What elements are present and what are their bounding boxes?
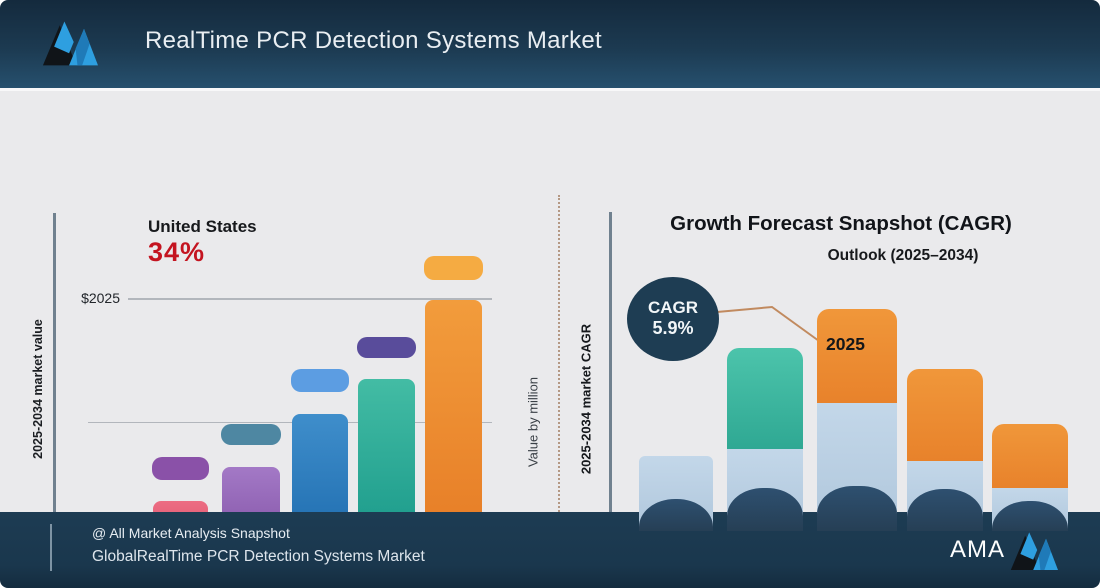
left-chart-highlight-value: 34% <box>148 237 206 267</box>
content-area: 2025-2034 market value United States 34%… <box>0 88 1100 575</box>
right-bar-2027 <box>992 424 1068 531</box>
callout-year-label: 2025 <box>826 334 865 354</box>
footer-brand-text: AMA <box>950 536 1006 563</box>
cagr-badge-value: 5.9% <box>652 318 694 339</box>
right-bar-top-segment <box>907 369 983 461</box>
left-bar-2025 <box>358 378 415 531</box>
left-chart-value-note: Value by million <box>525 376 541 468</box>
footer-divider-line <box>50 524 52 571</box>
right-y-axis-label: 2025-2034 market CAGR <box>578 323 594 475</box>
right-chart-title: Growth Forecast Snapshot (CAGR) <box>670 212 1012 235</box>
section-divider <box>558 195 560 575</box>
footer-source-line: @ All Market Analysis Snapshot <box>92 525 290 541</box>
right-bar-top-segment <box>727 348 803 449</box>
right-bar-base-segment <box>907 489 983 531</box>
left-bar-cap-2024 <box>424 255 483 281</box>
right-chart-subtitle: Outlook (2025–2034) <box>827 247 979 264</box>
cagr-badge-label: CAGR <box>647 298 699 317</box>
page-title: RealTime PCR Detection Systems Market <box>145 27 602 54</box>
right-bar-2031 <box>727 348 803 531</box>
ama-logo-icon <box>42 21 98 66</box>
left-gridline-top <box>128 298 492 300</box>
footer-report-name: GlobalRealTime PCR Detection Systems Mar… <box>92 548 425 565</box>
left-bar-cap-2025 <box>357 336 416 359</box>
left-bar-cap-2033 <box>152 457 209 481</box>
left-bar-cap-2026 <box>291 368 349 392</box>
cagr-badge: CAGR 5.9% <box>627 277 719 361</box>
header: RealTime PCR Detection Systems Market <box>0 0 1100 88</box>
right-bar-base-segment <box>817 486 897 531</box>
right-bar-2033 <box>817 309 897 531</box>
right-bar-base-segment <box>727 488 803 531</box>
left-chart-region-label: United States <box>148 217 257 236</box>
right-bar-2029 <box>907 369 983 531</box>
left-gridline-mid <box>88 422 492 423</box>
left-y-axis-line <box>53 213 56 537</box>
left-y-axis-label: 2025-2034 market value <box>31 319 45 459</box>
right-bar-top-segment <box>992 424 1068 488</box>
footer-ama-logo-icon <box>1010 532 1058 570</box>
left-bar-2024 <box>425 300 482 531</box>
right-y-axis-line <box>609 212 612 534</box>
left-y-tick-top: $2025 <box>81 290 120 306</box>
left-bar-cap-..... <box>221 423 281 446</box>
right-bar-2025 <box>639 456 713 531</box>
left-bar-2026 <box>292 413 348 531</box>
right-bar-top-segment <box>817 309 897 403</box>
